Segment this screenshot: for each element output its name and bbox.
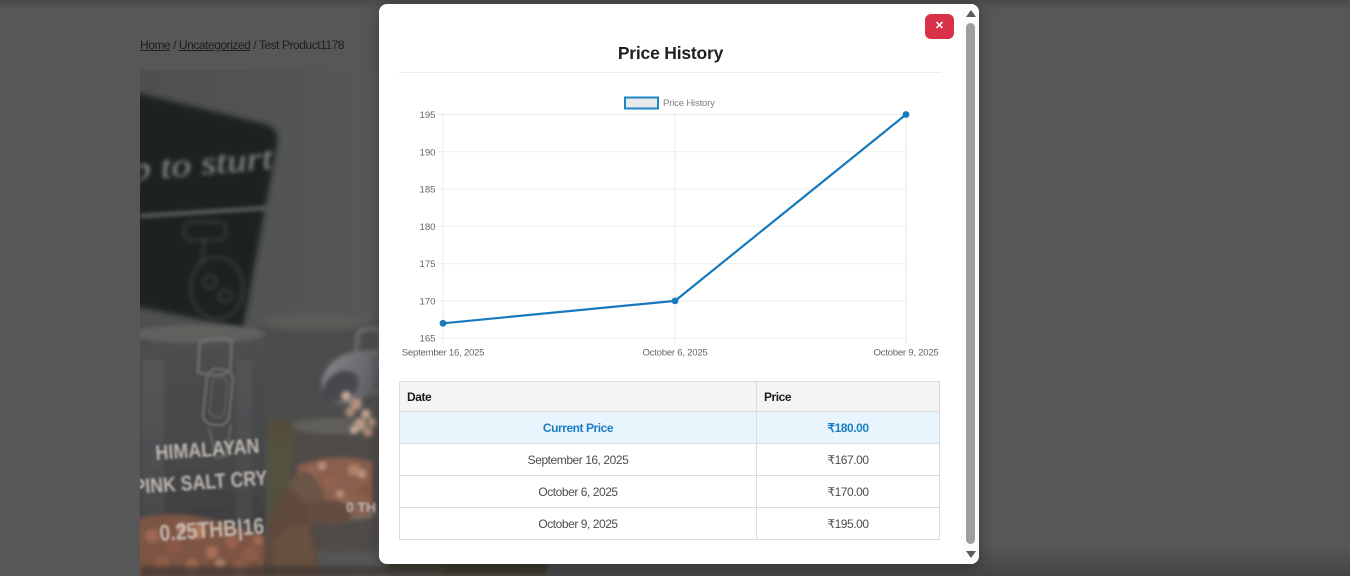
svg-text:Price History: Price History: [663, 98, 715, 109]
svg-text:September 16, 2025: September 16, 2025: [402, 348, 484, 359]
svg-text:175: 175: [419, 259, 435, 270]
svg-text:170: 170: [419, 296, 435, 307]
svg-text:165: 165: [419, 334, 435, 345]
svg-text:October 6, 2025: October 6, 2025: [642, 348, 707, 359]
svg-text:190: 190: [419, 147, 435, 158]
svg-text:185: 185: [419, 185, 435, 196]
svg-text:195: 195: [419, 110, 435, 121]
svg-text:180: 180: [419, 222, 435, 233]
svg-text:0 TH: 0 TH: [346, 499, 376, 515]
svg-text:October 9, 2025: October 9, 2025: [873, 348, 938, 359]
